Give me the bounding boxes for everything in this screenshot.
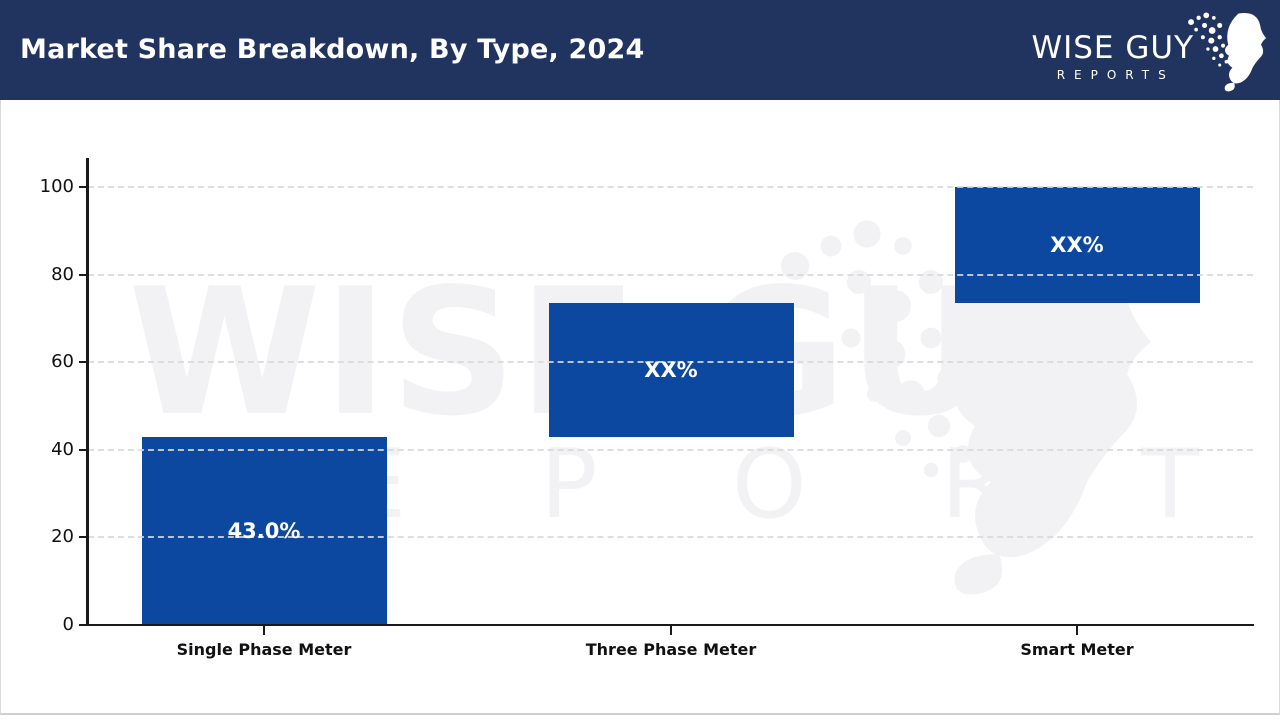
y-tick-label: 40	[51, 438, 74, 460]
bar-value-label: XX%	[644, 357, 698, 382]
y-tick-label: 60	[51, 351, 74, 373]
gridline	[88, 361, 1253, 364]
gridline	[88, 273, 1253, 276]
x-category-label-smart-meter: Smart Meter	[1020, 640, 1134, 659]
y-tick-label: 20	[51, 526, 74, 548]
gridline	[88, 186, 1253, 188]
y-tick-label: 0	[62, 614, 74, 635]
bar-value-label: XX%	[1050, 233, 1104, 258]
x-axis-line	[86, 623, 1254, 626]
y-axis-line	[86, 158, 89, 625]
x-category-label-three-phase-meter: Three Phase Meter	[585, 640, 757, 659]
y-tick-label: 100	[39, 176, 74, 197]
brand-subtitle: REPORTS	[1056, 68, 1175, 82]
bar-value-label: 43.0%	[227, 518, 301, 543]
page-title: Market Share Breakdown, By Type, 2024	[20, 34, 645, 65]
y-tick-mark	[79, 273, 88, 276]
header-bar: Market Share Breakdown, By Type, 2024 WI…	[0, 0, 1280, 100]
y-tick-mark	[79, 186, 88, 188]
x-tick-mark	[263, 626, 265, 635]
y-tick-mark	[79, 361, 88, 364]
y-tick-mark	[79, 624, 88, 626]
x-category-label-single-phase-meter: Single Phase Meter	[176, 640, 352, 659]
bar-single-phase-meter	[141, 436, 387, 625]
bar-three-phase-meter	[548, 303, 794, 437]
brand-logo-text: WISE GUY REPORTS	[1031, 30, 1194, 82]
brand-name: WISE GUY	[1031, 30, 1194, 66]
y-tick-mark	[79, 536, 88, 539]
y-tick-mark	[79, 448, 88, 451]
brand-head-icon	[1188, 12, 1267, 92]
x-tick-mark	[670, 626, 672, 635]
gridline	[88, 536, 1253, 539]
brand-logo: WISE GUY REPORTS	[1016, 6, 1267, 96]
gridline	[88, 448, 1253, 451]
y-tick-label: 80	[51, 263, 74, 285]
x-tick-mark	[1076, 626, 1078, 635]
